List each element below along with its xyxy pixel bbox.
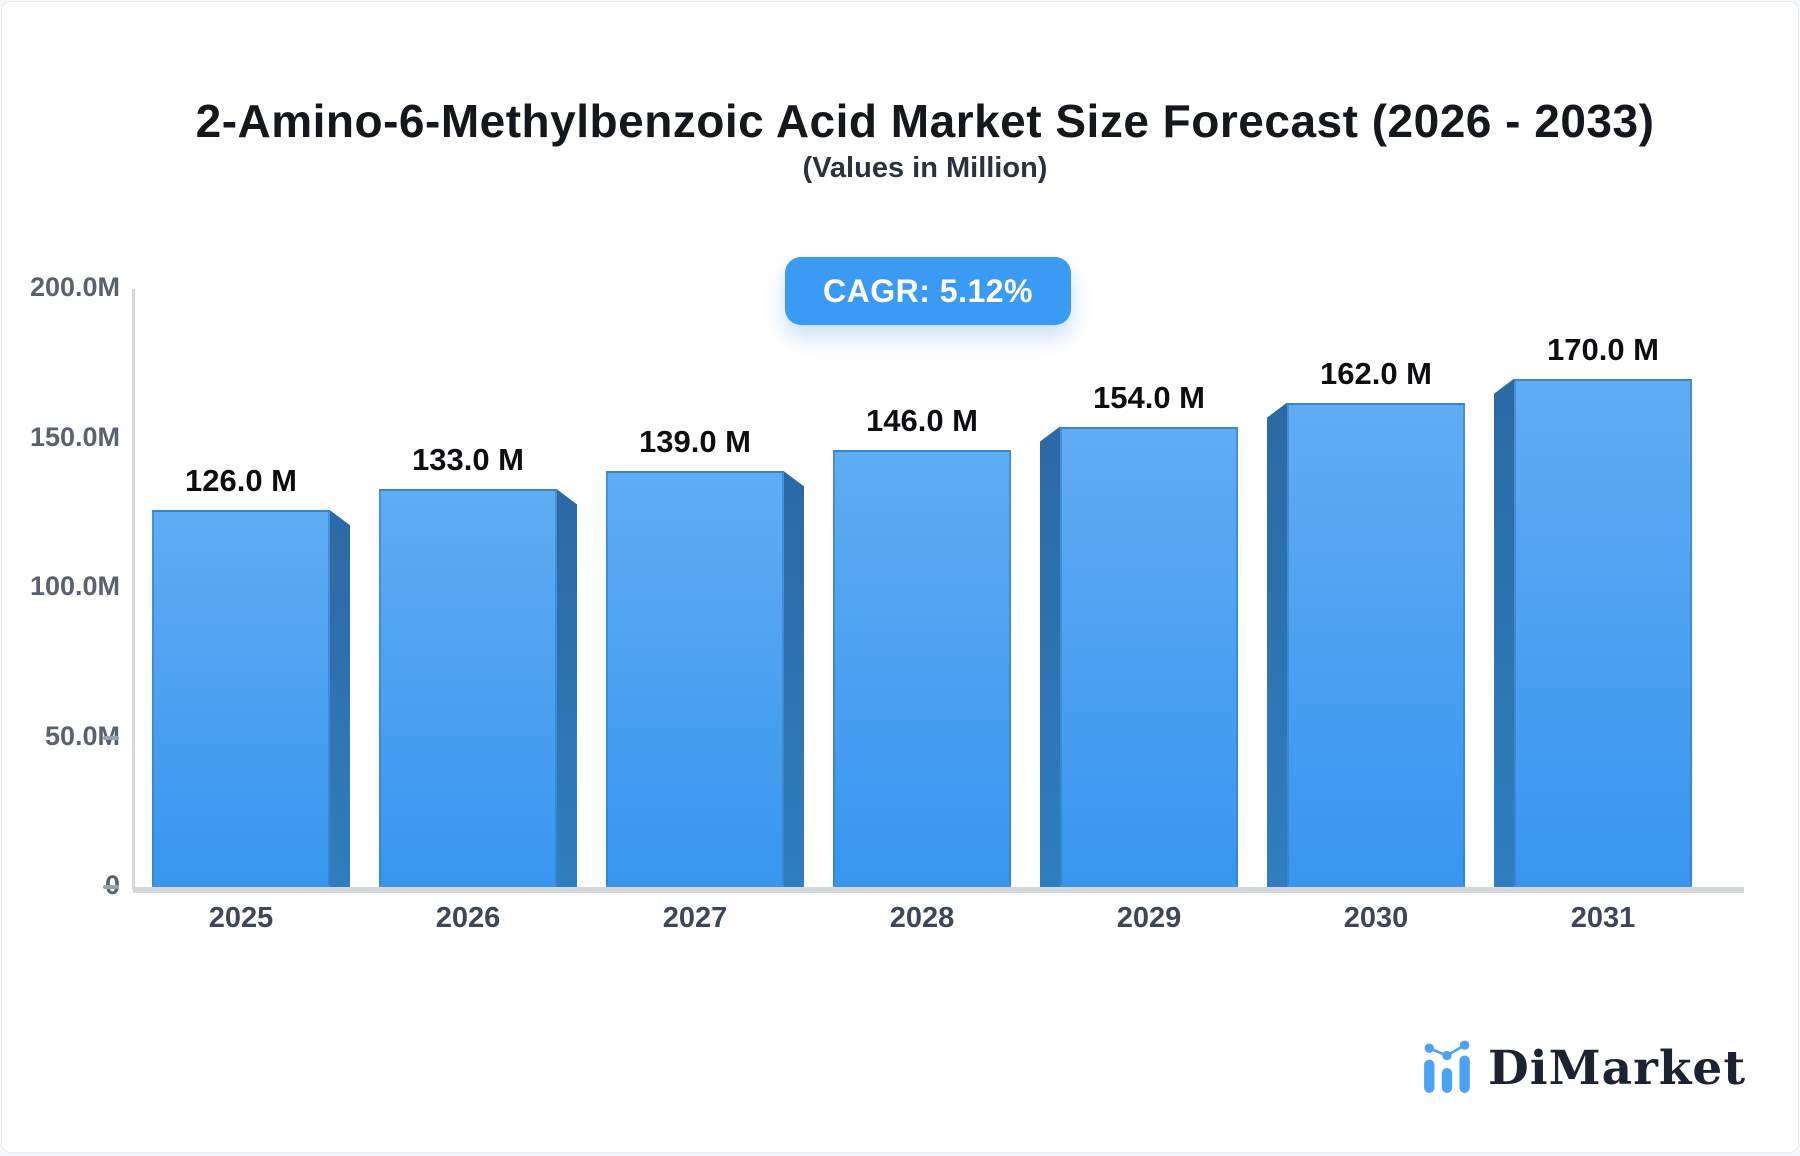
bar-front-face [833, 450, 1011, 887]
y-axis-tick-label: 200.0M [29, 272, 120, 302]
bar-front-face [1514, 378, 1692, 887]
bar-side-face [1267, 402, 1287, 887]
bar-value-label: 139.0 M [638, 424, 751, 460]
bar-side-face [330, 510, 350, 887]
logo-text: DiMarket [1488, 1040, 1747, 1096]
x-axis-label: 2027 [662, 902, 728, 934]
bar-side-face [1040, 426, 1060, 887]
y-axis-tick-label: 100.0M [29, 571, 120, 601]
bar-value-label: 146.0 M [865, 403, 978, 439]
bar-front-face [606, 471, 784, 887]
x-axis-label: 2030 [1343, 902, 1409, 934]
x-axis-label: 2025 [208, 902, 274, 934]
x-axis-line [133, 887, 1744, 893]
bar-front-face [379, 489, 557, 887]
y-axis-tick-mark [103, 885, 119, 889]
x-axis-label: 2026 [435, 902, 501, 934]
bar-value-label: 133.0 M [411, 442, 524, 478]
bar-value-label: 170.0 M [1546, 331, 1659, 367]
cagr-badge: CAGR: 5.12% [785, 257, 1071, 325]
bar-front-face [1287, 402, 1465, 887]
y-axis-line [132, 289, 135, 890]
x-axis-label: 2029 [1116, 902, 1182, 934]
bar-front-face [1060, 426, 1238, 887]
x-axis-label: 2031 [1570, 902, 1636, 934]
y-axis-tick-mark [103, 735, 119, 740]
x-axis-label: 2028 [889, 902, 955, 934]
y-axis-tick-label: 150.0M [29, 421, 120, 452]
dimarket-logo: DiMarket [1422, 1040, 1746, 1096]
bar-value-label: 162.0 M [1319, 355, 1432, 391]
bar-value-label: 154.0 M [1092, 379, 1205, 415]
chart-subtitle: (Values in Million) [802, 152, 1048, 184]
bar-front-face [152, 510, 330, 887]
bar-value-label: 126.0 M [184, 463, 297, 499]
bar-side-face [1494, 378, 1514, 887]
mini-bar-chart-icon [1424, 1040, 1470, 1093]
bar-side-face [784, 471, 804, 887]
chart-title: 2-Amino-6-Methylbenzoic Acid Market Size… [195, 95, 1655, 147]
bar-side-face [557, 489, 577, 887]
